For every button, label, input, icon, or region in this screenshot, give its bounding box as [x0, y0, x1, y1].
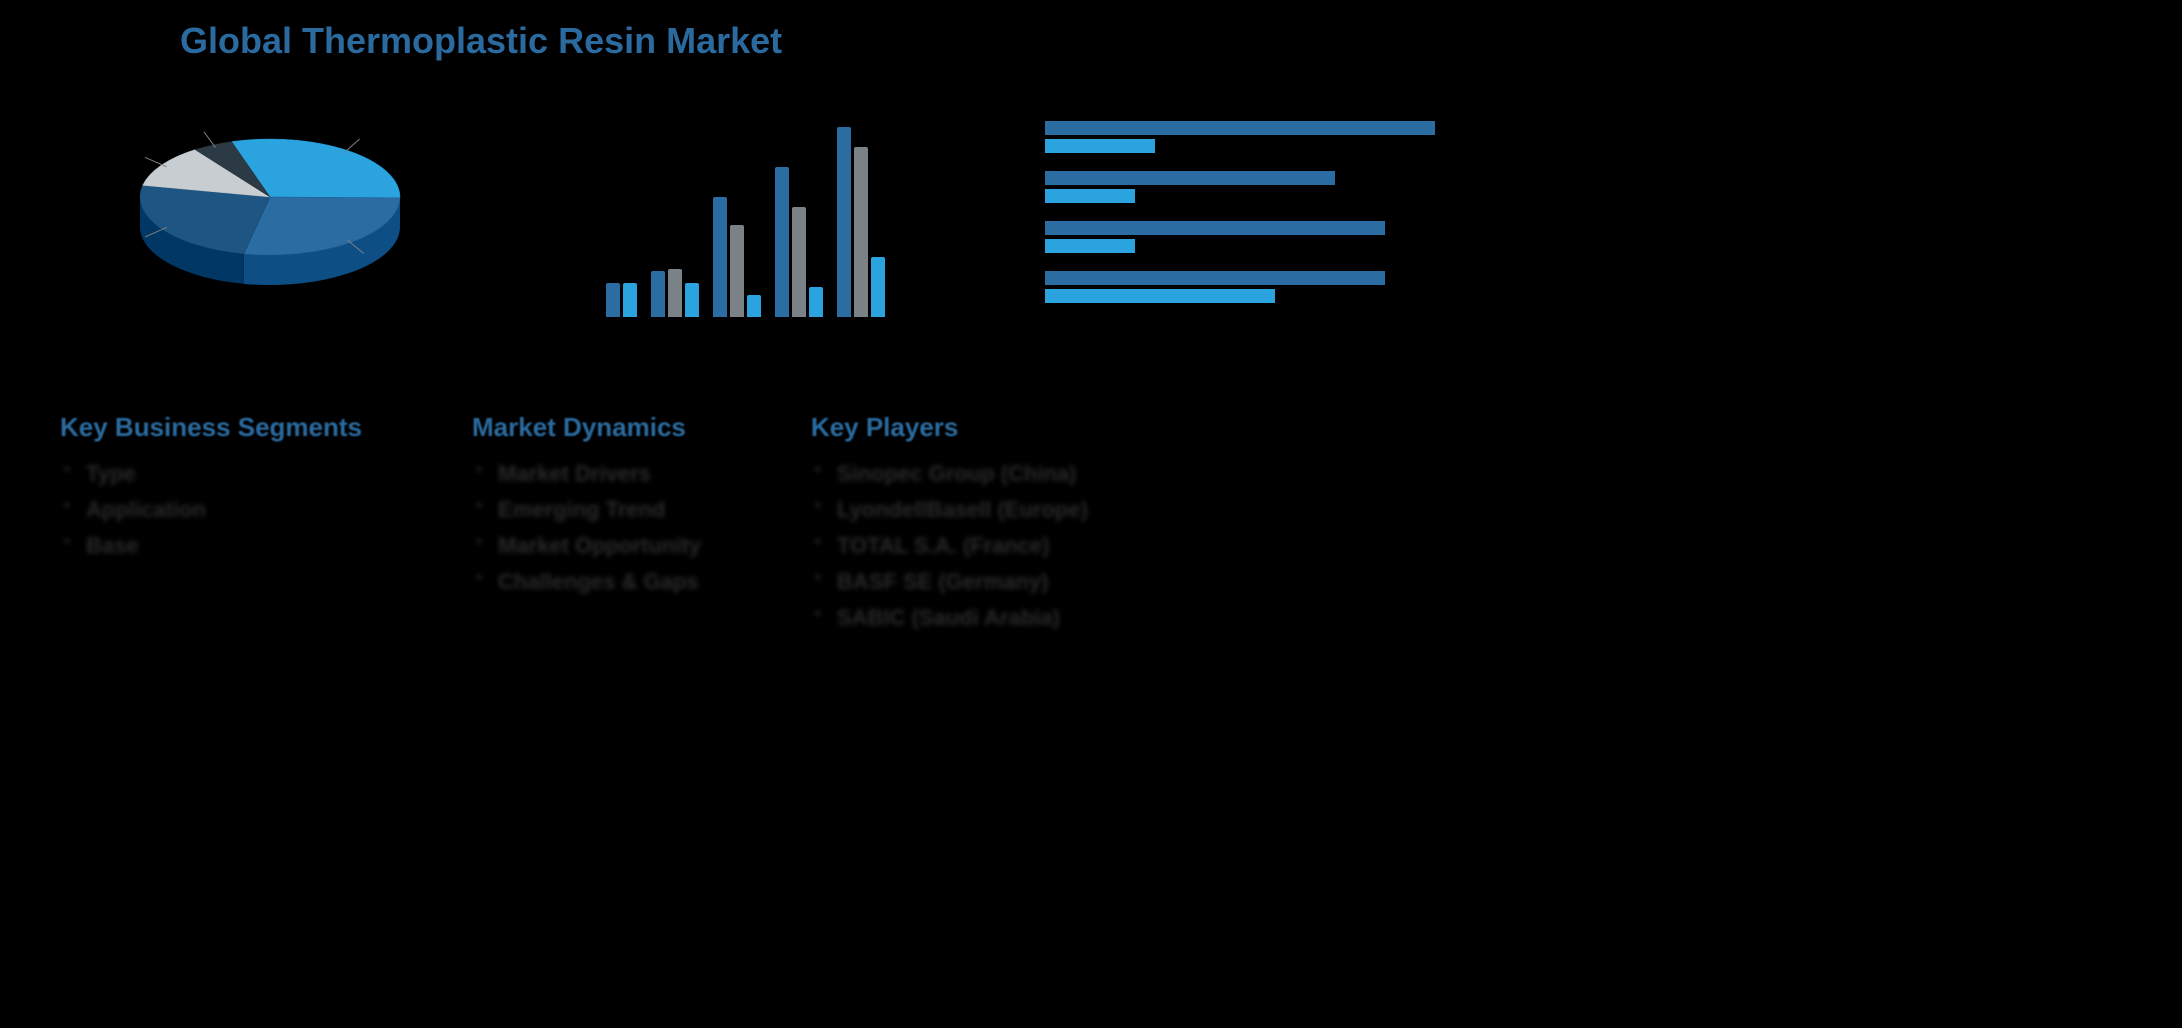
bar-group: [606, 117, 637, 317]
hbar: [1045, 239, 1135, 253]
bar-group: [651, 117, 699, 317]
dynamics-section: Market Dynamics Market Drivers Emerging T…: [472, 412, 701, 641]
hbar: [1045, 289, 1275, 303]
bar: [854, 147, 868, 317]
hbar: [1045, 189, 1135, 203]
hbar: [1045, 171, 1335, 185]
list-item: Emerging Trend: [472, 497, 701, 523]
list-item: SABIC (Saudi Arabia): [811, 605, 1088, 631]
bar: [668, 269, 682, 317]
list-item: Market Opportunity: [472, 533, 701, 559]
list-item: Market Drivers: [472, 461, 701, 487]
bar-group: [837, 117, 885, 317]
horizontal-bar-chart: [1045, 111, 1465, 303]
bar: [730, 225, 744, 317]
bar: [606, 283, 620, 317]
bar: [713, 197, 727, 317]
bar: [623, 283, 637, 317]
hbar: [1045, 121, 1435, 135]
hbar: [1045, 271, 1385, 285]
list-item: Type: [60, 461, 362, 487]
hbar-pair: [1045, 121, 1465, 153]
bar-group: [775, 117, 823, 317]
hbar-pair: [1045, 271, 1465, 303]
bar: [685, 283, 699, 317]
info-sections: Key Business Segments Type Application Bas…: [40, 412, 1530, 641]
page-title: Global Thermoplastic Resin Market: [180, 20, 1530, 62]
players-section: Key Players Sinopec Group (China) Lyondel…: [811, 412, 1088, 641]
bar: [837, 127, 851, 317]
bar: [809, 287, 823, 317]
list-item: Challenges & Gaps: [472, 569, 701, 595]
segments-section: Key Business Segments Type Application Bas…: [60, 412, 362, 641]
bar-chart: [575, 97, 915, 317]
hbar-pair: [1045, 221, 1465, 253]
segments-list: Type Application Base: [60, 461, 362, 559]
players-title: Key Players: [811, 412, 1088, 443]
list-item: LyondellBasell (Europe): [811, 497, 1088, 523]
list-item: TOTAL S.A. (France): [811, 533, 1088, 559]
charts-row: [40, 92, 1530, 322]
dynamics-list: Market Drivers Emerging Trend Market Oppor…: [472, 461, 701, 595]
hbar: [1045, 139, 1155, 153]
bar: [792, 207, 806, 317]
list-item: BASF SE (Germany): [811, 569, 1088, 595]
list-item: Sinopec Group (China): [811, 461, 1088, 487]
players-list: Sinopec Group (China) LyondellBasell (Eur…: [811, 461, 1088, 631]
bar: [775, 167, 789, 317]
segments-title: Key Business Segments: [60, 412, 362, 443]
bar: [651, 271, 665, 317]
bar: [747, 295, 761, 317]
list-item: Base: [60, 533, 362, 559]
hbar: [1045, 221, 1385, 235]
bar: [871, 257, 885, 317]
list-item: Application: [60, 497, 362, 523]
hbar-pair: [1045, 171, 1465, 203]
pie-chart: [105, 97, 445, 317]
dynamics-title: Market Dynamics: [472, 412, 701, 443]
bar-group: [713, 117, 761, 317]
